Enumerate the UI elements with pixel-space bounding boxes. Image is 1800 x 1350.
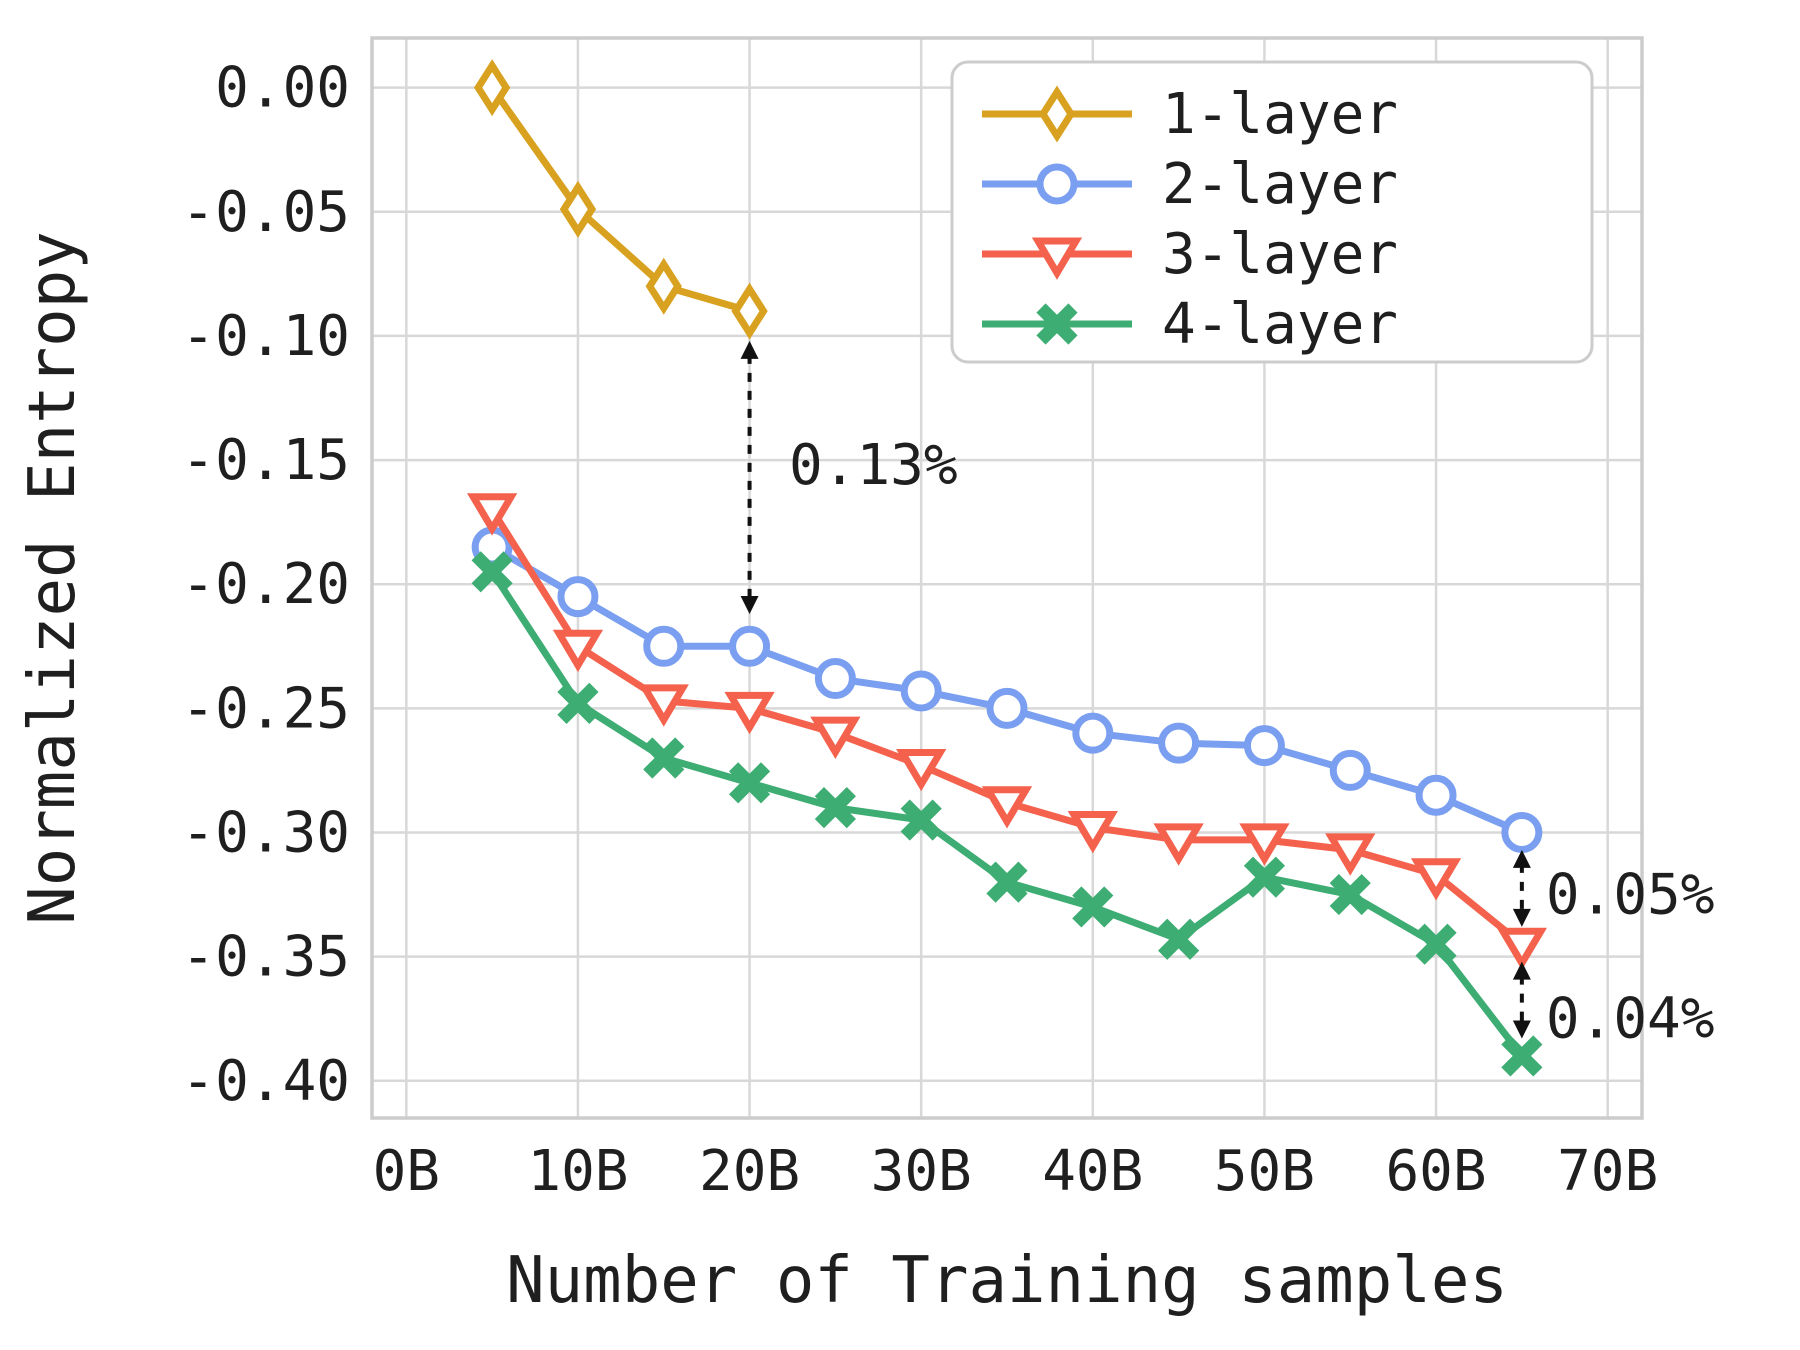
circle-marker-icon (1036, 163, 1078, 205)
circle-marker-icon (557, 576, 599, 618)
y-tick-label: -0.40 (181, 1049, 350, 1114)
x-tick-label: 10B (527, 1139, 628, 1204)
x-cross-marker-icon (471, 551, 513, 593)
x-cross-marker-icon (1036, 303, 1078, 345)
x-cross-marker-icon (900, 799, 942, 841)
circle-marker-icon (814, 658, 856, 700)
x-cross-marker-icon (643, 737, 685, 779)
circle-marker-icon (986, 687, 1028, 729)
x-tick-label: 0B (373, 1139, 440, 1204)
series-line (489, 85, 751, 315)
diamond-marker-icon (473, 59, 511, 117)
y-tick-labels: 0.00 -0.05 -0.10 -0.15 -0.20 -0.25 -0.30 -0.35 -… (181, 56, 350, 1114)
annotation-0.04%: 0.04% (1512, 961, 1715, 1052)
legend-label: 2-layer (1162, 152, 1398, 217)
legend-label: 3-layer (1162, 222, 1398, 287)
x-cross-marker-icon (1329, 873, 1371, 916)
x-cross-marker-icon (814, 787, 856, 829)
diamond-marker-icon (731, 282, 768, 340)
legend-label: 1-layer (1162, 82, 1398, 147)
triangle-down-marker-icon (1496, 927, 1548, 971)
y-tick-label: -0.30 (181, 800, 350, 865)
x-tick-label: 20B (699, 1139, 800, 1204)
diamond-marker-icon (559, 180, 597, 238)
circle-marker-icon (1243, 725, 1285, 767)
triangle-down-marker-icon (1067, 811, 1118, 854)
x-tick-labels: 0B 10B 20B 30B 40B 50B 60B 70B (373, 1139, 1659, 1204)
y-axis-label: Normalized Entropy (16, 231, 90, 925)
triangle-down-marker-icon (638, 684, 689, 727)
legend-entry-2-layer: 2-layer (982, 152, 1398, 217)
x-tick-label: 70B (1557, 1139, 1658, 1204)
x-cross-marker-icon (557, 682, 599, 724)
triangle-down-marker-icon (466, 493, 518, 536)
arrow-up-icon (1512, 849, 1531, 868)
triangle-down-marker-icon (724, 691, 775, 735)
triangle-down-marker-icon (1410, 858, 1462, 901)
y-tick-label: -0.15 (181, 428, 350, 493)
x-cross-marker-icon (1501, 1035, 1543, 1077)
triangle-down-marker-icon (1325, 833, 1376, 876)
x-tick-label: 50B (1214, 1139, 1315, 1204)
x-cross-marker-icon (1158, 918, 1200, 960)
legend-entry-3-layer: 3-layer (982, 222, 1398, 287)
y-tick-label: -0.10 (181, 304, 350, 369)
annotation-label: 0.04% (1546, 987, 1715, 1052)
y-tick-label: 0.00 (215, 56, 350, 121)
x-tick-label: 60B (1385, 1139, 1486, 1204)
y-tick-label: -0.25 (181, 676, 350, 741)
circle-marker-icon (900, 670, 942, 712)
series-4-layer (471, 551, 1543, 1077)
triangle-down-marker-icon (1031, 237, 1083, 280)
arrow-down-icon (740, 596, 759, 614)
x-cross-marker-icon (986, 861, 1028, 903)
legend-label: 4-layer (1162, 292, 1398, 357)
x-tick-label: 30B (871, 1139, 972, 1204)
legend-entry-1-layer: 1-layer (982, 82, 1398, 147)
diamond-marker-icon (1038, 85, 1076, 143)
circle-marker-icon (643, 625, 685, 667)
annotation-0.05%: 0.05% (1512, 849, 1715, 928)
circle-marker-icon (1329, 749, 1371, 791)
x-cross-marker-icon (1243, 856, 1286, 898)
legend-entry-4-layer: 4-layer (982, 292, 1398, 357)
x-cross-marker-icon (728, 762, 771, 804)
series-3-layer (466, 493, 1548, 971)
arrow-down-icon (1512, 1020, 1531, 1039)
x-tick-label: 40B (1042, 1139, 1143, 1204)
circle-marker-icon (1415, 774, 1457, 816)
y-tick-label: -0.05 (181, 180, 350, 245)
circle-marker-icon (1158, 722, 1200, 764)
legend-box (950, 60, 1594, 364)
x-cross-marker-icon (1415, 923, 1457, 965)
circle-marker-icon (1501, 811, 1543, 853)
annotation-label: 0.05% (1546, 863, 1715, 928)
x-axis-label: Number of Training samples (506, 1244, 1508, 1318)
series-1-layer (473, 59, 768, 340)
triangle-down-marker-icon (1239, 823, 1290, 866)
triangle-down-marker-icon (552, 629, 604, 673)
triangle-down-marker-icon (896, 748, 947, 792)
circle-marker-icon (729, 625, 771, 667)
circle-marker-icon (1072, 712, 1114, 754)
y-tick-label: -0.35 (181, 925, 350, 990)
arrow-up-icon (1512, 961, 1531, 980)
triangle-down-marker-icon (810, 716, 861, 760)
annotation-label: 0.13% (789, 433, 958, 498)
plot-frame (370, 36, 1644, 1120)
arrow-up-icon (740, 340, 759, 359)
y-tick-label: -0.20 (181, 552, 350, 617)
diamond-marker-icon (645, 257, 682, 315)
arrow-down-icon (1512, 908, 1531, 927)
x-cross-marker-icon (1072, 886, 1114, 928)
triangle-down-marker-icon (1153, 823, 1204, 866)
triangle-down-marker-icon (981, 786, 1033, 829)
series-2-layer (471, 526, 1543, 853)
annotation-0.13%: 0.13% (740, 340, 958, 614)
